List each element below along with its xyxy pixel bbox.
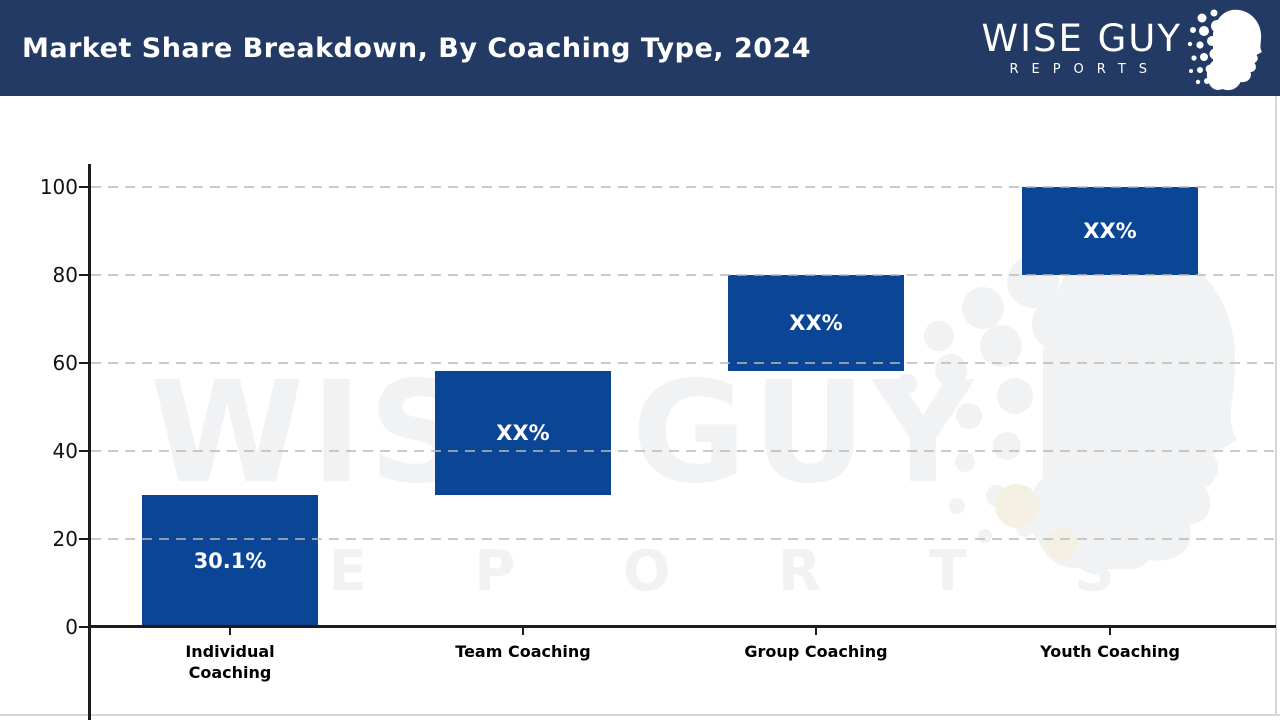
bar-value-label: XX% [496, 420, 550, 445]
watermark-subtitle: R E P O R T S [178, 539, 1159, 604]
x-tick-0 [229, 628, 231, 635]
y-tick-label-0: 0 [65, 615, 78, 639]
gridline-100 [91, 186, 1274, 188]
bar-youth-coaching: XX% [1022, 187, 1198, 275]
bar-individual-coaching: 30.1% [142, 494, 318, 627]
y-tick-60 [79, 362, 88, 364]
y-axis-line [88, 164, 91, 720]
category-label-0: Individual Coaching [185, 642, 275, 682]
frame-border-bottom [0, 714, 1280, 716]
bar-group-coaching: XX% [728, 275, 904, 371]
header-bar: Market Share Breakdown, By Coaching Type… [0, 0, 1280, 96]
y-tick-100 [79, 186, 88, 188]
gridline-20 [91, 538, 1274, 540]
bar-team-coaching: XX% [435, 370, 611, 495]
bar-value-label: XX% [1083, 219, 1137, 243]
gridline-40 [91, 450, 1274, 452]
gridline-60 [91, 362, 1274, 364]
brand-face-icon [1187, 9, 1262, 91]
watermark-warm-dots [995, 484, 1077, 560]
brand-logo: WISE GUY REPORTS [982, 4, 1280, 92]
x-axis-line [88, 625, 1276, 628]
x-tick-2 [815, 628, 817, 635]
x-tick-3 [1109, 628, 1111, 635]
y-tick-40 [79, 450, 88, 452]
y-tick-0 [79, 626, 88, 628]
frame-border-right [1275, 96, 1277, 716]
x-tick-1 [522, 628, 524, 635]
watermark-face-icon [897, 241, 1237, 569]
y-tick-label-60: 60 [52, 351, 78, 375]
brand-wordmark: WISE GUY REPORTS [982, 20, 1182, 77]
y-tick-label-20: 20 [52, 527, 78, 551]
category-label-1: Team Coaching [455, 642, 591, 661]
brand-subtitle: REPORTS [1009, 61, 1161, 77]
plot-area: WISE GUY R E P O R T S 0 20 40 60 80 1 [0, 96, 1280, 720]
y-tick-label-100: 100 [39, 175, 78, 199]
y-tick-80 [79, 274, 88, 276]
gridline-80 [91, 274, 1274, 276]
y-tick-label-40: 40 [52, 439, 78, 463]
page-title: Market Share Breakdown, By Coaching Type… [22, 32, 812, 64]
bar-value-label: XX% [789, 310, 843, 335]
category-label-2: Group Coaching [744, 642, 888, 661]
y-tick-label-80: 80 [52, 263, 78, 287]
brand-name: WISE GUY [981, 16, 1182, 60]
category-label-3: Youth Coaching [1040, 642, 1180, 661]
y-tick-20 [79, 538, 88, 540]
bar-value-label: 30.1% [193, 548, 267, 573]
